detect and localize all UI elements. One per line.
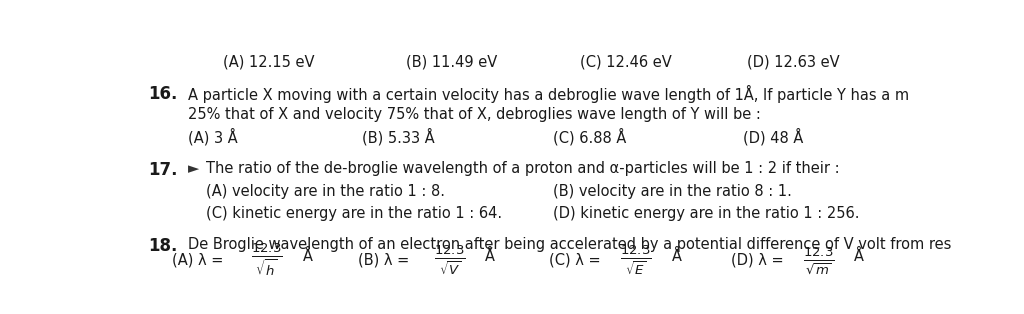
Text: (C) kinetic energy are in the ratio 1 : 64.: (C) kinetic energy are in the ratio 1 : … bbox=[206, 206, 502, 221]
Text: The ratio of the de-broglie wavelength of a proton and α-particles will be 1 : 2: The ratio of the de-broglie wavelength o… bbox=[206, 161, 840, 176]
Text: Å: Å bbox=[672, 249, 682, 264]
Text: A particle X moving with a certain velocity has a debroglie wave length of 1Å, I: A particle X moving with a certain veloc… bbox=[187, 85, 908, 103]
Text: Å: Å bbox=[854, 249, 864, 264]
Text: (D) λ =: (D) λ = bbox=[731, 253, 788, 268]
Text: (C) 6.88 Å: (C) 6.88 Å bbox=[553, 128, 626, 146]
Text: ►: ► bbox=[188, 161, 200, 176]
Text: (A) 12.15 eV: (A) 12.15 eV bbox=[223, 55, 314, 70]
Text: Å: Å bbox=[303, 249, 312, 264]
Text: (B) velocity are in the ratio 8 : 1.: (B) velocity are in the ratio 8 : 1. bbox=[553, 184, 792, 199]
Text: (C) 12.46 eV: (C) 12.46 eV bbox=[581, 55, 672, 70]
Text: (C) λ =: (C) λ = bbox=[549, 253, 605, 268]
Text: $\frac{12.3}{\sqrt{h}}$: $\frac{12.3}{\sqrt{h}}$ bbox=[251, 242, 283, 278]
Text: (A) 3 Å: (A) 3 Å bbox=[187, 128, 238, 146]
Text: (D) 48 Å: (D) 48 Å bbox=[743, 128, 803, 146]
Text: 17.: 17. bbox=[147, 161, 177, 179]
Text: Å: Å bbox=[485, 249, 495, 264]
Text: (B) λ =: (B) λ = bbox=[358, 253, 414, 268]
Text: (D) kinetic energy are in the ratio 1 : 256.: (D) kinetic energy are in the ratio 1 : … bbox=[553, 206, 859, 221]
Text: (B) 11.49 eV: (B) 11.49 eV bbox=[406, 55, 497, 70]
Text: $\frac{12.3}{\sqrt{E}}$: $\frac{12.3}{\sqrt{E}}$ bbox=[620, 243, 651, 277]
Text: (A) λ =: (A) λ = bbox=[172, 253, 227, 268]
Text: (B) 5.33 Å: (B) 5.33 Å bbox=[362, 128, 435, 146]
Text: 18.: 18. bbox=[147, 237, 177, 255]
Text: De Broglie wavelength of an electron after being accelerated by a potential diff: De Broglie wavelength of an electron aft… bbox=[187, 237, 951, 252]
Text: $\frac{12.3}{\sqrt{V}}$: $\frac{12.3}{\sqrt{V}}$ bbox=[433, 243, 465, 277]
Text: 25% that of X and velocity 75% that of X, debroglies wave length of Y will be :: 25% that of X and velocity 75% that of X… bbox=[187, 106, 761, 122]
Text: (D) 12.63 eV: (D) 12.63 eV bbox=[748, 55, 840, 70]
Text: (A) velocity are in the ratio 1 : 8.: (A) velocity are in the ratio 1 : 8. bbox=[206, 184, 444, 199]
Text: 16.: 16. bbox=[147, 85, 177, 103]
Text: $\frac{12.3}{\sqrt{m}}$: $\frac{12.3}{\sqrt{m}}$ bbox=[803, 245, 835, 275]
